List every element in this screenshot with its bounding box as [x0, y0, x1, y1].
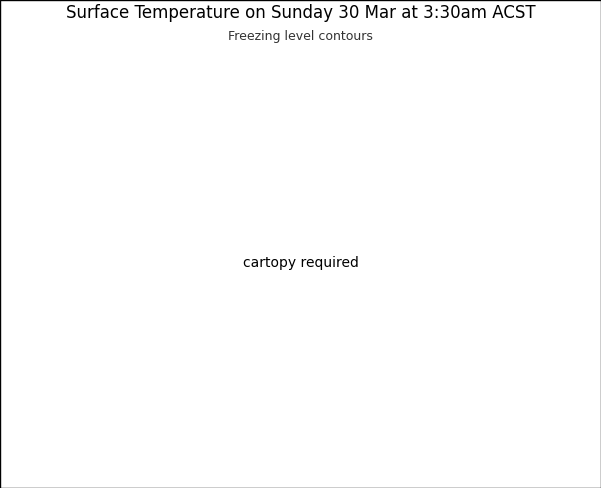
Text: cartopy required: cartopy required: [243, 256, 358, 270]
Text: Freezing level contours: Freezing level contours: [228, 30, 373, 42]
Text: Surface Temperature on Sunday 30 Mar at 3:30am ACST: Surface Temperature on Sunday 30 Mar at …: [66, 4, 535, 22]
